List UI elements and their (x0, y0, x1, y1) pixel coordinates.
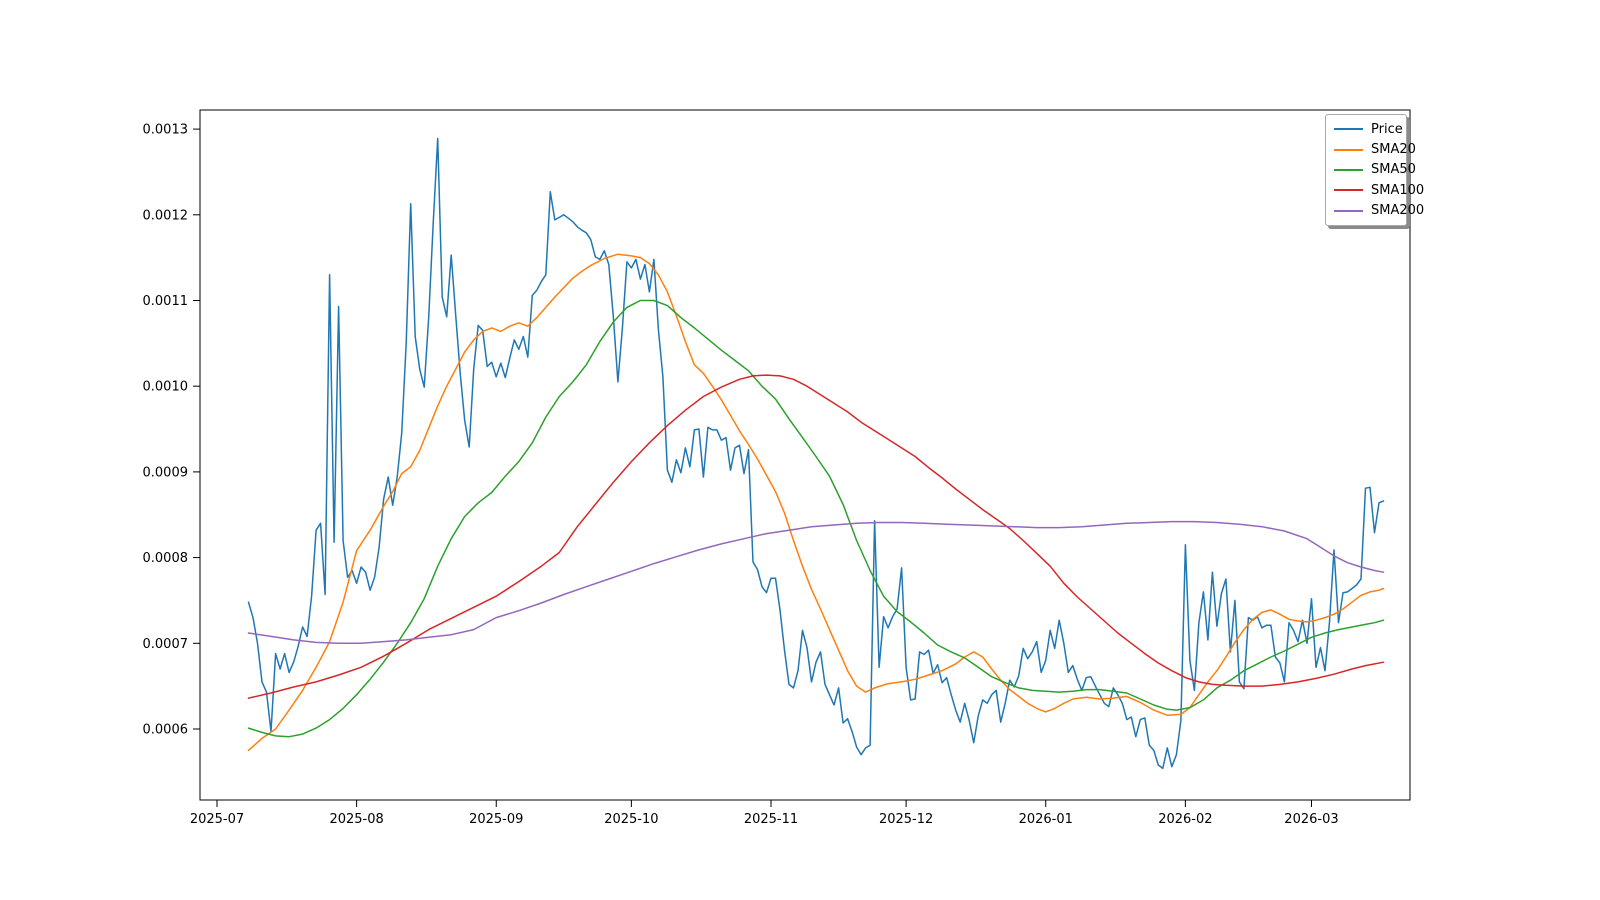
legend-line-sample-sma200 (1334, 209, 1363, 212)
sma20-line (247, 253, 1385, 752)
x-tick-label: 2025-08 (329, 812, 383, 827)
legend-label: SMA100 (1371, 182, 1425, 198)
y-tick-label: 0.0007 (143, 637, 189, 652)
legend-line-sample-sma50 (1334, 168, 1363, 171)
legend: Price SMA20 SMA50 SMA100 SMA200 (1325, 114, 1424, 226)
legend-item-sma200: SMA200 (1334, 201, 1424, 221)
legend-item-sma20: SMA20 (1334, 139, 1416, 159)
x-tick-label: 2025-11 (744, 812, 798, 827)
legend-label: SMA200 (1371, 203, 1425, 219)
y-tick-label: 0.0012 (143, 208, 189, 223)
x-tick-label: 2026-01 (1019, 812, 1073, 827)
legend-line-sample-sma20 (1334, 148, 1363, 151)
price-line (247, 137, 1385, 770)
x-tick-label: 2026-03 (1284, 812, 1338, 827)
legend-line-sample-sma100 (1334, 189, 1363, 192)
x-tick-label: 2025-07 (190, 812, 244, 827)
y-tick-label: 0.0008 (143, 551, 189, 566)
y-tick-label: 0.0006 (143, 723, 189, 738)
x-tick-label: 2025-12 (879, 812, 933, 827)
y-tick-label: 0.0011 (143, 294, 189, 309)
sma200-line (247, 520, 1385, 645)
sma100-line (247, 374, 1385, 699)
legend-label: Price (1371, 121, 1403, 137)
legend-item-sma50: SMA50 (1334, 160, 1416, 180)
legend-label: SMA50 (1371, 162, 1416, 178)
legend-line-sample-price (1334, 128, 1363, 131)
x-tick-label: 2025-10 (604, 812, 658, 827)
legend-label: SMA20 (1371, 142, 1416, 158)
x-tick-label: 2026-02 (1158, 812, 1212, 827)
legend-item-price: Price (1334, 119, 1406, 139)
legend-item-sma100: SMA100 (1334, 180, 1424, 200)
plot-frame (199, 109, 1411, 801)
y-tick-label: 0.0009 (143, 465, 189, 480)
y-tick-label: 0.0010 (143, 380, 189, 395)
y-tick-label: 0.0013 (143, 123, 189, 138)
sma50-line (247, 299, 1385, 738)
x-tick-label: 2025-09 (469, 812, 523, 827)
